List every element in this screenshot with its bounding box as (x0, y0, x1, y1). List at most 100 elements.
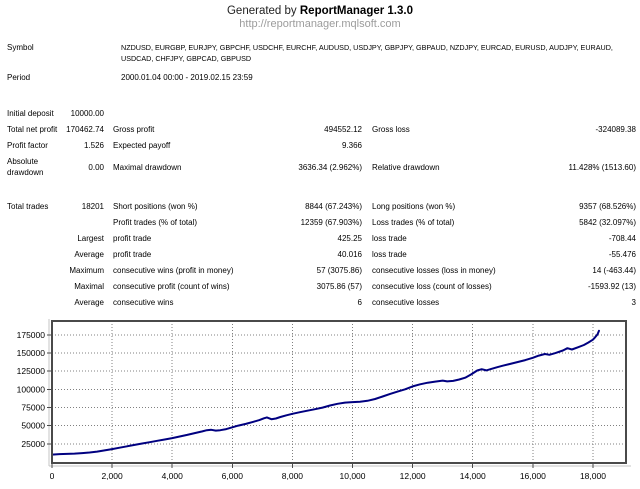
stat-label: consecutive profit (count of wins) (113, 282, 230, 291)
stat-value: Maximum (69, 266, 104, 275)
stat-value: Maximal (74, 282, 104, 291)
stat-label (0, 215, 63, 231)
symbol-label: Symbol (7, 43, 34, 52)
x-tick-label: 8,000 (282, 471, 304, 481)
stat-value: 57 (3075.86) (316, 266, 362, 275)
y-tick-label: 125000 (17, 366, 46, 376)
stat-label: loss trade (372, 234, 407, 243)
stat-label: Gross loss (372, 125, 410, 134)
stat-value: Average (74, 298, 104, 307)
x-tick-label: 6,000 (222, 471, 244, 481)
stat-label: Gross profit (113, 125, 155, 134)
stat-label: Total net profit (7, 125, 58, 134)
stat-value: 11.428% (1513.60) (568, 162, 636, 172)
report-url-link[interactable]: http://reportmanager.mqlsoft.com (239, 18, 401, 30)
period-value: 2000.01.04 00:00 - 2019.02.15 23:59 (121, 73, 253, 82)
stat-value (63, 215, 105, 231)
stat-value: 10000.00 (70, 109, 104, 118)
period-label: Period (7, 73, 31, 82)
stat-label: profit trade (113, 250, 152, 259)
stat-label: Profit trades (% of total) (113, 218, 198, 227)
y-tick-label: 100000 (17, 384, 46, 394)
stat-value (253, 106, 363, 122)
stat-value: -324089.38 (595, 125, 636, 134)
stat-label (0, 295, 63, 311)
report-title: Generated by ReportManager 1.3.0 (0, 0, 640, 17)
meta-table: Symbol NZDUSD, EURGBP, EURJPY, GBPCHF, U… (0, 41, 640, 84)
stat-row: Initial deposit 10000.00 (0, 106, 637, 122)
stat-label: Loss trades (% of total) (372, 218, 455, 227)
stat-label (363, 106, 512, 122)
stats-section-gap (0, 181, 637, 199)
stat-value: 1.526 (83, 141, 104, 150)
stat-value: -1593.92 (13) (587, 282, 636, 291)
symbol-value: NZDUSD, EURGBP, EURJPY, GBPCHF, USDCHF, … (121, 43, 613, 63)
stat-label: consecutive losses (372, 298, 440, 307)
balance-chart: 0 2,000 4,000 6,000 8,000 10,000 12,000 14,000 1… (0, 316, 640, 489)
balance-curve (51, 329, 600, 456)
stat-label: consecutive wins (profit in money) (113, 266, 234, 275)
stat-row: Total net profit 170462.74 Gross profit 494… (0, 122, 637, 138)
stat-value: 9.366 (341, 141, 362, 150)
stat-label: consecutive wins (113, 298, 174, 307)
stat-value: 12359 (67.903%) (300, 218, 362, 227)
x-tick-label: 18,000 (580, 471, 606, 481)
stats-table: Initial deposit 10000.00 Total net profit 1… (0, 106, 637, 311)
x-tick-label: 16,000 (520, 471, 546, 481)
stat-value: Average (74, 250, 104, 259)
stat-row: Maximum consecutive wins (profit in money… (0, 263, 637, 279)
report-title-app: ReportManager 1.3.0 (299, 5, 413, 17)
stat-label: Short positions (won %) (113, 202, 198, 211)
stat-label: Initial deposit (7, 109, 54, 118)
stat-label: consecutive losses (loss in money) (372, 266, 496, 275)
y-tick-label: 175000 (17, 330, 46, 340)
stat-row: Absolute drawdown 0.00 Maximal drawdown 363… (0, 154, 637, 181)
stat-value: 14 (-463.44) (592, 266, 636, 275)
stat-label (363, 138, 512, 154)
meta-row-period: Period 2000.01.04 00:00 - 2019.02.15 23:… (0, 65, 640, 84)
stat-value (512, 138, 637, 154)
stat-label (0, 247, 63, 263)
stat-label (0, 279, 63, 295)
stat-value: 40.016 (337, 250, 362, 259)
stat-row: Profit trades (% of total) 12359 (67.903%… (0, 215, 637, 231)
stat-value: 18201 (81, 202, 104, 211)
stat-label: profit trade (113, 234, 152, 243)
x-tick-label: 14,000 (460, 471, 486, 481)
stat-value (512, 106, 637, 122)
stat-row: Average profit trade 40.016 loss trade -55.4… (0, 247, 637, 263)
stat-value: -708.44 (608, 234, 636, 243)
stat-value: Largest (77, 234, 104, 243)
stat-value: 0.00 (88, 162, 104, 172)
stat-label: Relative drawdown (372, 162, 440, 172)
stat-value: 3075.86 (57) (316, 282, 362, 291)
stat-label: consecutive loss (count of losses) (372, 282, 492, 291)
stat-value: 3 (631, 298, 636, 307)
x-tick-label: 0 (50, 471, 55, 481)
stat-value: 494552.12 (324, 125, 362, 134)
stat-value: 425.25 (337, 234, 362, 243)
x-tick-label: 12,000 (400, 471, 426, 481)
stat-label: Expected payoff (113, 141, 171, 150)
stat-value: 170462.74 (66, 125, 104, 134)
stat-label (0, 231, 63, 247)
stat-label: Maximal drawdown (113, 162, 182, 172)
stat-label (105, 106, 253, 122)
y-tick-label: 25000 (21, 439, 45, 449)
plot-border (51, 320, 627, 464)
x-tick-label: 2,000 (101, 471, 123, 481)
stat-label: loss trade (372, 250, 407, 259)
meta-row-symbol: Symbol NZDUSD, EURGBP, EURJPY, GBPCHF, U… (0, 41, 640, 65)
x-tick-label: 10,000 (340, 471, 366, 481)
y-tick-label: 75000 (21, 402, 45, 412)
report-title-prefix: Generated by (226, 5, 297, 17)
stat-value: 6 (357, 298, 362, 307)
x-tick-label: 4,000 (162, 471, 184, 481)
stat-row: Profit factor 1.526 Expected payoff 9.366 (0, 138, 637, 154)
stat-value: -55.476 (608, 250, 636, 259)
stat-value: 3636.34 (2.962%) (298, 162, 362, 172)
stat-row: Largest profit trade 425.25 loss trade -708.… (0, 231, 637, 247)
stat-row: Average consecutive wins 6 consecutive loss… (0, 295, 637, 311)
y-tick-label: 150000 (17, 348, 46, 358)
stat-label: Profit factor (7, 141, 48, 150)
